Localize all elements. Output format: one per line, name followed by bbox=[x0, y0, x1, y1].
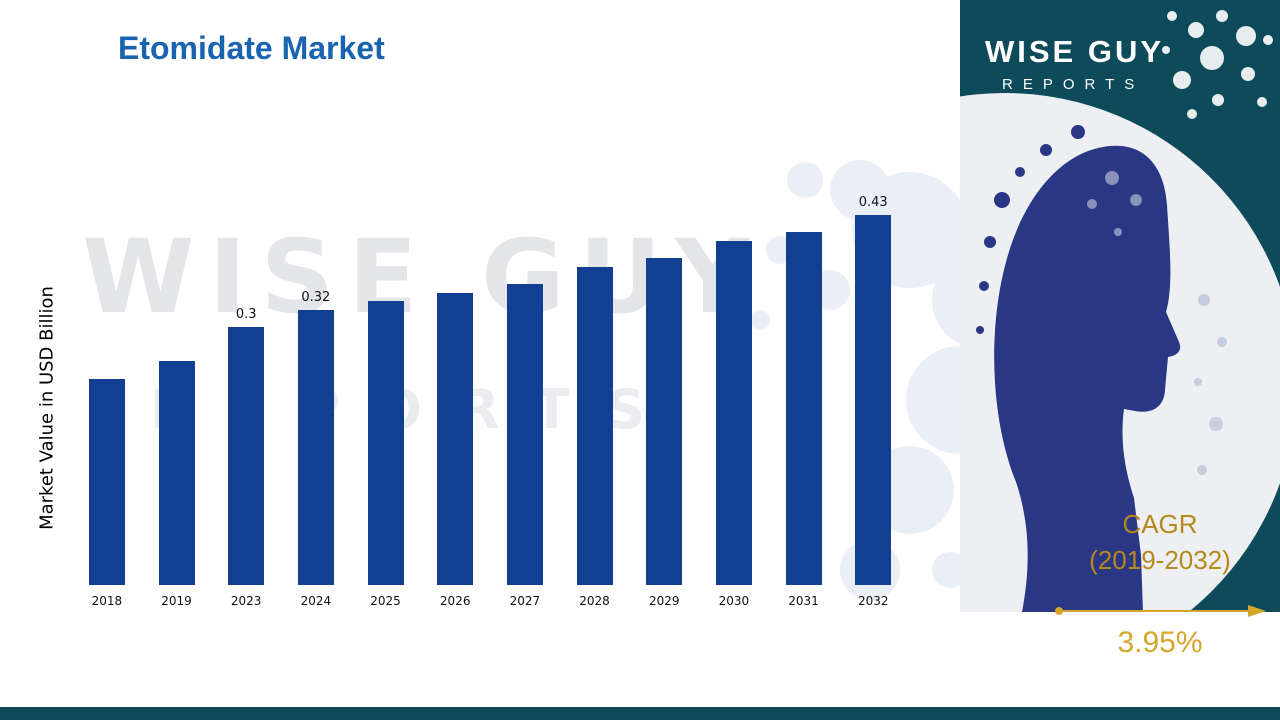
watermark-wiseguy-text: WISE GUY bbox=[82, 218, 764, 337]
logo-wiseguy-text: WISE GUY bbox=[985, 34, 1165, 69]
bar-column: 2019 bbox=[142, 193, 212, 608]
y-axis-label: Market Value in USD Billion bbox=[36, 286, 58, 530]
x-tick-label: 2026 bbox=[439, 594, 471, 608]
bar-data-label: 0.32 bbox=[301, 290, 331, 305]
bar-column: 2029 bbox=[629, 193, 699, 608]
x-tick-label: 2030 bbox=[718, 594, 750, 608]
brand-panel-graphic bbox=[960, 0, 1280, 612]
profile-side-dots bbox=[1194, 294, 1227, 475]
bar-column: 2031 bbox=[769, 193, 839, 608]
cagr-value: 3.95% bbox=[1117, 626, 1203, 659]
bar bbox=[506, 284, 543, 585]
x-tick-label: 2018 bbox=[91, 594, 123, 608]
bar-column: 0.43 2032 bbox=[838, 193, 908, 608]
bar bbox=[715, 241, 752, 585]
cagr-block: CAGR (2019-2032) bbox=[1054, 506, 1266, 578]
bar bbox=[646, 258, 683, 585]
head-silhouette bbox=[994, 145, 1181, 612]
bar-column: 2018 bbox=[72, 193, 142, 608]
x-tick-label: 2023 bbox=[230, 594, 262, 608]
bar-column: 0.32 2024 bbox=[281, 193, 351, 608]
cagr-arrow bbox=[1055, 605, 1266, 617]
bar bbox=[367, 301, 404, 585]
bar-column: 2025 bbox=[351, 193, 421, 608]
x-tick-label: 2032 bbox=[857, 594, 889, 608]
bar bbox=[785, 232, 822, 585]
bar-data-label: 0.3 bbox=[235, 307, 257, 322]
bar-data-label: 0.43 bbox=[858, 195, 888, 210]
cagr-label: CAGR bbox=[1122, 509, 1198, 539]
x-tick-label: 2025 bbox=[370, 594, 401, 608]
bar-column: 2027 bbox=[490, 193, 560, 608]
x-tick-label: 2027 bbox=[509, 594, 541, 608]
bar bbox=[855, 215, 892, 585]
bar bbox=[437, 293, 474, 585]
chart-title: Etomidate Market bbox=[118, 30, 385, 66]
x-tick-label: 2031 bbox=[788, 594, 819, 608]
bar bbox=[88, 379, 125, 585]
logo-reports-text: REPORTS bbox=[1002, 76, 1145, 93]
head-inner-dots bbox=[1087, 171, 1142, 236]
bar-column: 0.3 2023 bbox=[211, 193, 281, 608]
bar-column: 2026 bbox=[420, 193, 490, 608]
bottom-accent-bar bbox=[0, 707, 1280, 720]
cagr-range: (2019-2032) bbox=[1089, 545, 1231, 575]
x-tick-label: 2019 bbox=[161, 594, 192, 608]
head-dissolve-dots bbox=[976, 125, 1085, 334]
x-tick-label: 2029 bbox=[648, 594, 680, 608]
brand-logo: WISE GUY REPORTS bbox=[985, 34, 1164, 93]
bar-chart: 2018 2019 0.3 2023 0.32 2024 2025 2026 2027 2028 2… bbox=[72, 193, 908, 608]
x-tick-label: 2024 bbox=[300, 594, 332, 608]
bar bbox=[228, 327, 265, 585]
bar-column: 2028 bbox=[560, 193, 630, 608]
bar bbox=[297, 310, 334, 585]
bar bbox=[158, 361, 195, 585]
x-tick-label: 2028 bbox=[579, 594, 610, 608]
bar-column: 2030 bbox=[699, 193, 769, 608]
logo-face-halftone-dots bbox=[1162, 10, 1273, 119]
bar bbox=[576, 267, 613, 585]
